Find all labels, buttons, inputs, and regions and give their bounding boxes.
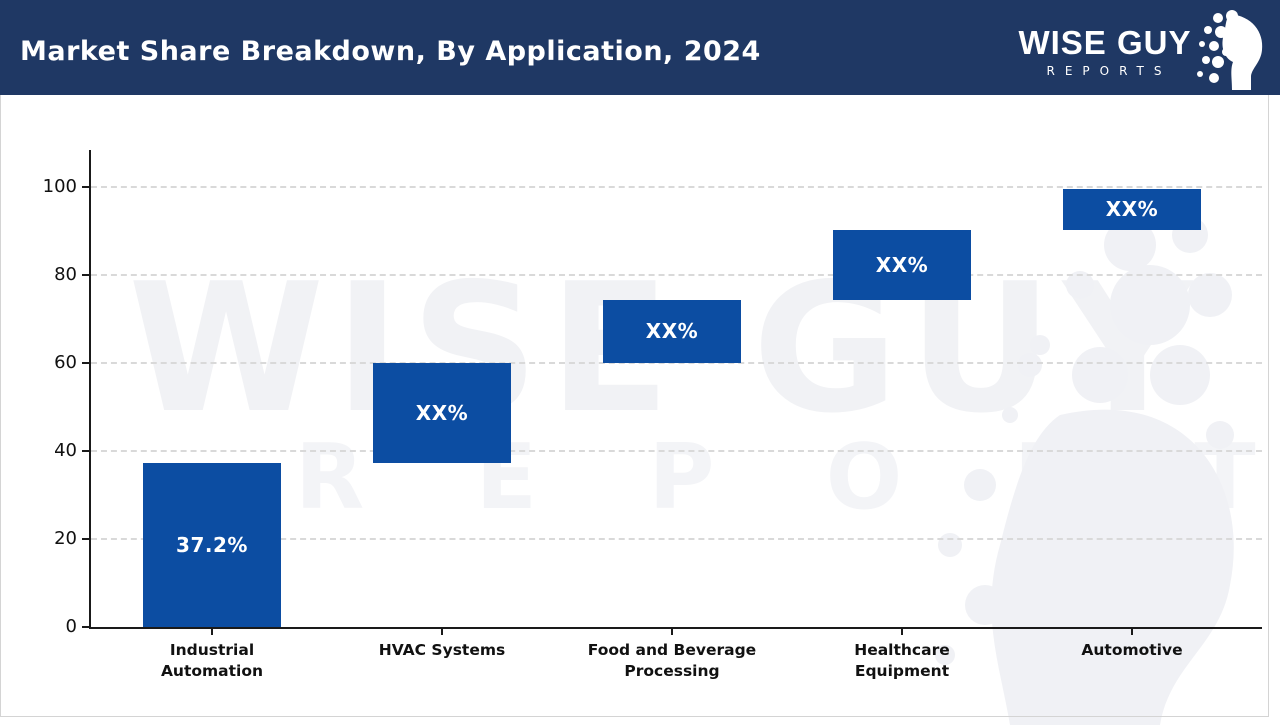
x-tick-mark-5 (1131, 627, 1133, 635)
bar-1: 37.2% (143, 463, 281, 627)
x-category-label-1: Industrial Automation (160, 641, 264, 680)
y-tick-mark-80 (82, 274, 90, 276)
bar-2: XX% (373, 363, 511, 464)
chart-title: Market Share Breakdown, By Application, … (20, 36, 761, 67)
y-tick-label-60: 60 (54, 352, 77, 373)
brand-logo-line1: WISE GUY (1018, 24, 1192, 61)
y-tick-mark-40 (82, 450, 90, 452)
x-tick-mark-4 (901, 627, 903, 635)
background-watermark: WISE GUY R E P O R T S (0, 95, 1280, 725)
brand-logo: WISE GUY REPORTS (1016, 8, 1266, 90)
y-tick-label-80: 80 (54, 264, 77, 285)
bar-5: XX% (1063, 188, 1201, 231)
gridline-y-100 (91, 186, 1262, 188)
gridline-y-40 (91, 450, 1262, 452)
brand-logo-text: WISE GUY REPORTS (1016, 24, 1194, 78)
brand-logo-line2: REPORTS (1046, 64, 1172, 78)
gridline-y-20 (91, 538, 1262, 540)
chart-plot-area: 0 20 40 60 80 100 37.2% Industrial Automation XX%… (43, 150, 1262, 680)
y-tick-mark-0 (82, 626, 90, 628)
watermark-face-icon (935, 217, 1234, 725)
y-tick-label-0: 0 (65, 616, 77, 637)
bar-3: XX% (603, 299, 741, 363)
x-category-label-3: Food and Beverage Processing (587, 641, 757, 680)
y-tick-mark-60 (82, 362, 90, 364)
bar-value-label: XX% (645, 319, 699, 344)
bar-value-label: XX% (415, 401, 469, 426)
bar-value-label: XX% (1105, 197, 1159, 222)
x-tick-mark-3 (671, 627, 673, 635)
y-tick-label-100: 100 (42, 176, 77, 197)
header-bar: Market Share Breakdown, By Application, … (0, 0, 1280, 95)
x-tick-mark-1 (211, 627, 213, 635)
gridline-y-60 (91, 362, 1262, 364)
brand-logo-face-icon (1197, 10, 1263, 90)
y-tick-label-40: 40 (54, 440, 77, 461)
x-tick-mark-2 (441, 627, 443, 635)
y-tick-mark-20 (82, 538, 90, 540)
y-tick-label-20: 20 (54, 528, 77, 549)
bar-value-label: XX% (875, 252, 929, 277)
y-tick-mark-100 (82, 186, 90, 188)
gridline-y-80 (91, 274, 1262, 276)
x-category-label-5: Automotive (1081, 641, 1183, 659)
bar-value-label: 37.2% (176, 533, 248, 558)
bar-4: XX% (833, 230, 971, 300)
x-category-label-4: Healthcare Equipment (854, 641, 950, 680)
x-category-label-2: HVAC Systems (378, 641, 506, 659)
